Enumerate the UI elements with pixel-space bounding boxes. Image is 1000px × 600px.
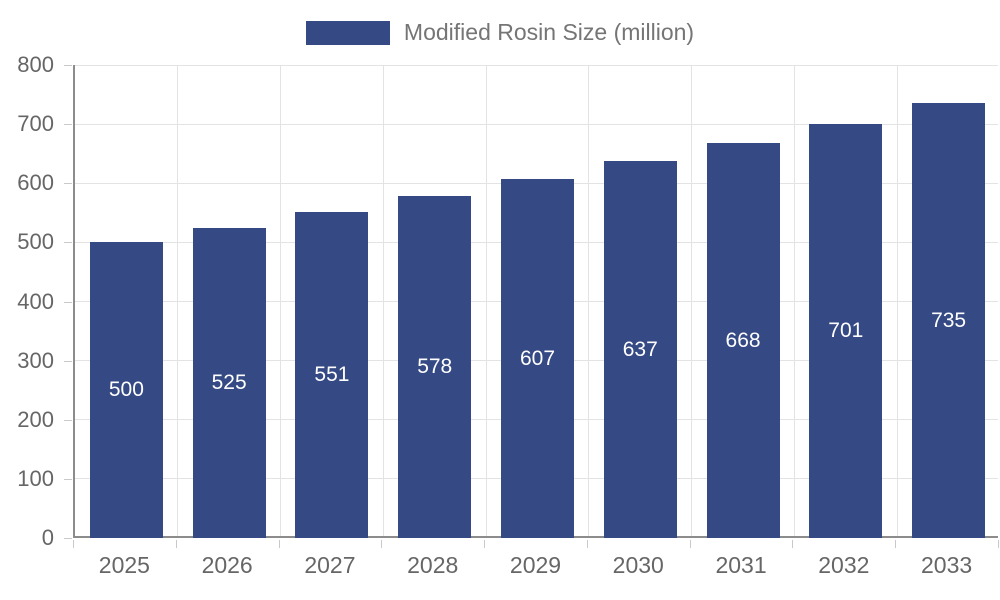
gridline-horizontal — [75, 123, 998, 125]
y-axis-tick — [64, 124, 72, 126]
gridline-vertical — [485, 65, 487, 536]
y-axis-tick — [64, 183, 72, 185]
x-axis-tick-label: 2025 — [98, 552, 150, 578]
x-axis-tick-label: 2030 — [612, 552, 664, 578]
gridline-horizontal — [75, 64, 998, 66]
x-axis-tick-label: 2032 — [818, 552, 870, 578]
bar-value-label: 500 — [108, 378, 144, 402]
y-axis-tick — [64, 538, 72, 539]
bar — [501, 179, 574, 538]
bar — [192, 227, 266, 538]
bar-value-label: 607 — [519, 346, 556, 370]
y-axis-tick-label: 300 — [17, 347, 54, 373]
bar — [89, 242, 163, 538]
x-axis-tick-label: 2029 — [509, 552, 562, 578]
bar-value-label: 701 — [828, 318, 864, 342]
x-axis-tick — [998, 540, 999, 548]
x-axis-tick — [278, 540, 280, 548]
bar-value-label: 525 — [211, 370, 247, 394]
y-axis-tick-label: 800 — [17, 52, 54, 77]
gridline-vertical — [793, 65, 795, 536]
bar-value-label: 637 — [622, 337, 658, 361]
x-axis-tick-label: 2031 — [715, 552, 767, 578]
bar-value-label: 735 — [931, 308, 967, 332]
legend: Modified Rosin Size (million) — [0, 19, 1000, 46]
y-axis-tick — [64, 301, 72, 303]
y-axis-tick — [64, 360, 72, 362]
x-axis-tick — [73, 540, 74, 548]
gridline-vertical — [280, 65, 282, 536]
x-axis-tick — [895, 540, 897, 548]
gridline-vertical — [177, 65, 179, 536]
x-axis-tick-label: 2033 — [921, 552, 973, 578]
bar — [295, 212, 369, 538]
y-axis-tick — [64, 478, 72, 480]
bar — [912, 103, 986, 538]
x-axis-tick — [484, 540, 486, 548]
x-axis-tick-label: 2028 — [407, 552, 459, 578]
legend-swatch — [305, 20, 390, 45]
bar-value-label: 578 — [417, 355, 453, 379]
gridline-vertical — [382, 65, 384, 536]
x-axis-tick — [381, 540, 383, 548]
gridline-vertical — [691, 65, 693, 536]
bar — [809, 123, 883, 538]
x-axis-tick — [792, 540, 794, 548]
gridline-vertical — [588, 65, 590, 536]
bar-value-label: 668 — [725, 328, 761, 352]
bar-value-label: 551 — [314, 363, 350, 387]
x-axis-tick-label: 2026 — [201, 552, 253, 578]
y-axis-tick-label: 700 — [17, 111, 54, 137]
y-axis-tick — [64, 419, 72, 421]
y-axis-tick — [64, 65, 72, 66]
x-axis-tick — [586, 540, 588, 548]
y-axis-tick-label: 500 — [17, 229, 54, 255]
y-axis-tick — [64, 242, 72, 244]
gridline-vertical — [896, 65, 898, 536]
y-axis-tick-label: 100 — [17, 465, 54, 491]
y-axis-tick-label: 400 — [17, 288, 54, 314]
y-axis-tick-label: 200 — [17, 406, 54, 432]
plot-area: 500 525 551 578 607 637 668 701 735 — [73, 64, 1000, 538]
bar — [706, 143, 780, 538]
x-axis-tick — [689, 540, 691, 548]
y-axis-tick-label: 600 — [17, 170, 54, 196]
bar — [603, 161, 677, 538]
y-axis-tick-label: 0 — [41, 525, 54, 550]
bar — [398, 196, 472, 538]
legend-label: Modified Rosin Size (million) — [403, 19, 695, 45]
x-axis-tick-label: 2027 — [304, 552, 356, 578]
x-axis-tick — [175, 540, 177, 548]
